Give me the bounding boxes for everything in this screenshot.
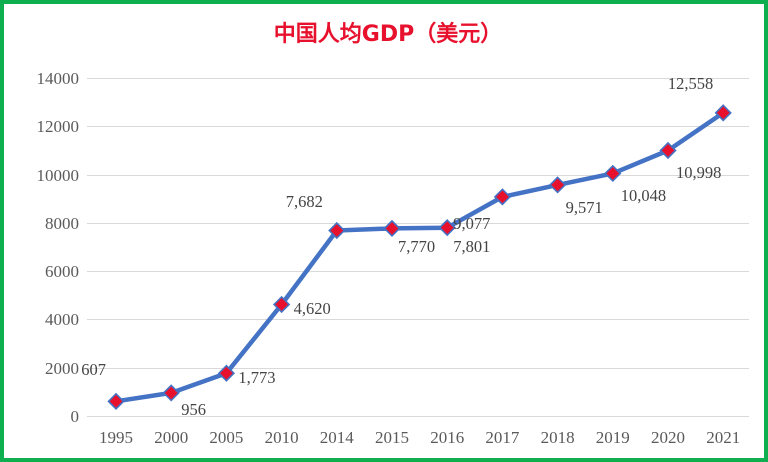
data-point-label: 607 xyxy=(81,360,106,380)
data-point-label: 4,620 xyxy=(293,299,331,319)
y-axis-tick-label: 4000 xyxy=(45,310,79,330)
x-axis-tick-label: 2015 xyxy=(375,428,409,447)
x-axis-tick-label: 2019 xyxy=(595,428,630,447)
data-point-label: 10,998 xyxy=(676,163,722,183)
data-point-label: 1,773 xyxy=(238,368,276,388)
y-axis-tick-label: 6000 xyxy=(45,262,79,282)
y-axis-tick-label: 0 xyxy=(70,407,80,426)
gridline xyxy=(87,416,749,417)
data-point-label: 9,077 xyxy=(453,213,491,233)
gridline xyxy=(87,126,749,128)
data-point-label: 7,801 xyxy=(453,236,491,256)
chart-title: 中国人均GDP（美元） xyxy=(273,22,503,47)
y-axis-tick-label: 8000 xyxy=(45,213,79,233)
y-axis-tick-label: 12000 xyxy=(36,117,80,137)
y-axis-tick-label: 2000 xyxy=(45,358,79,378)
x-axis-tick-label: 2014 xyxy=(319,428,354,447)
gridline xyxy=(87,222,749,224)
gridline xyxy=(87,319,749,321)
gridline xyxy=(87,78,749,79)
x-axis-tick-label: 2005 xyxy=(209,428,244,447)
x-axis-tick-label: 2018 xyxy=(540,428,575,447)
data-point-label: 956 xyxy=(181,399,206,419)
x-axis-tick-labels: 1995 2000 2005 2010 2014 2015 2016 2017 2018 2019… xyxy=(87,428,749,454)
y-axis-tick-label: 10000 xyxy=(36,165,80,185)
x-axis-tick-label: 2021 xyxy=(706,428,741,447)
data-point-label: 9,571 xyxy=(565,197,603,217)
x-axis-tick-label: 2000 xyxy=(154,428,189,447)
x-axis-tick-label: 1995 xyxy=(99,428,133,447)
x-axis-tick-label: 2016 xyxy=(430,428,465,447)
gridline xyxy=(87,174,749,176)
data-point-label: 7,770 xyxy=(398,237,436,257)
data-point-label: 10,048 xyxy=(620,186,667,206)
data-point-label: 7,682 xyxy=(285,191,323,211)
x-axis-tick-label: 2010 xyxy=(264,428,299,447)
x-axis-tick-label: 2017 xyxy=(485,428,520,447)
data-point-label: 12,558 xyxy=(667,73,714,93)
gridline xyxy=(87,271,749,273)
x-axis-tick-label: 2020 xyxy=(651,428,685,447)
gridline xyxy=(87,367,749,369)
y-axis-tick-label: 14000 xyxy=(36,69,80,88)
y-axis-tick-labels: 0 2000 4000 6000 8000 10000 12000 14000 xyxy=(4,70,80,425)
